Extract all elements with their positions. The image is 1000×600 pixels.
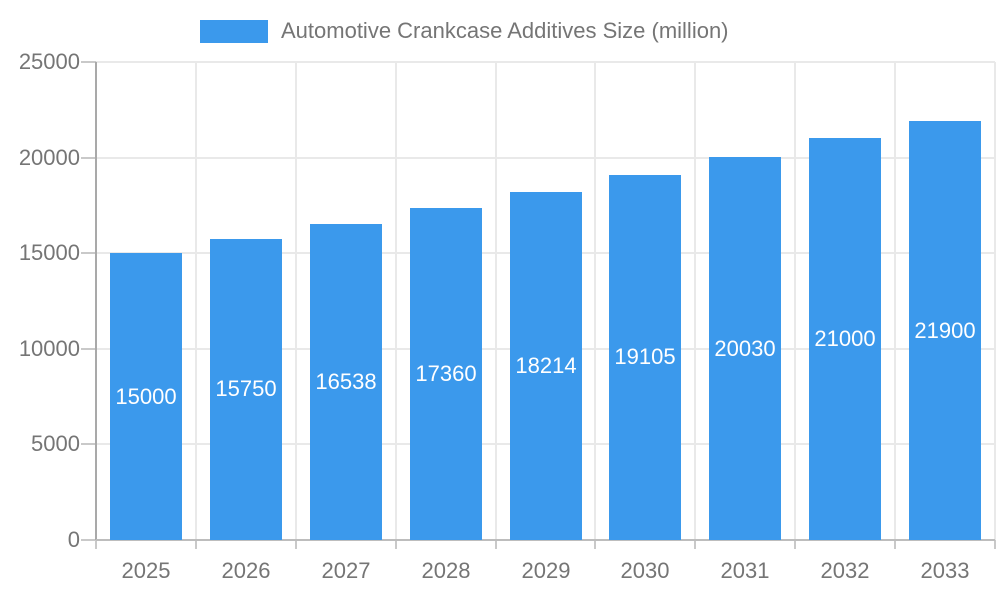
y-axis-label: 15000 xyxy=(18,240,80,266)
bar-2028[interactable] xyxy=(410,208,482,540)
bar-2027[interactable] xyxy=(310,223,382,540)
x-axis-label: 2032 xyxy=(820,558,870,583)
y-axis-label: 0 xyxy=(67,527,80,552)
x-axis-tick xyxy=(294,540,297,549)
h-gridline xyxy=(96,156,995,159)
v-gridline xyxy=(894,62,897,540)
x-axis-tick xyxy=(994,540,996,549)
x-axis-label: 2027 xyxy=(321,558,371,583)
v-gridline xyxy=(594,62,597,540)
x-axis-label: 2030 xyxy=(620,558,670,583)
x-axis-label: 2026 xyxy=(221,558,271,583)
bar-2030[interactable] xyxy=(609,174,681,540)
bar-2032[interactable] xyxy=(809,138,881,540)
legend-swatch xyxy=(200,19,268,43)
v-gridline xyxy=(994,62,996,540)
x-axis-tick xyxy=(694,540,697,549)
y-axis-label: 25000 xyxy=(18,49,80,74)
y-axis-tick xyxy=(81,61,96,63)
bar-2025[interactable] xyxy=(110,253,182,540)
y-axis-tick xyxy=(81,347,96,350)
y-axis-tick xyxy=(81,539,96,541)
x-axis-label: 2025 xyxy=(121,558,171,583)
v-gridline xyxy=(494,62,497,540)
y-axis-label: 20000 xyxy=(18,144,80,170)
h-gridline xyxy=(96,61,995,63)
v-gridline xyxy=(294,62,297,540)
x-axis-label: 2029 xyxy=(521,558,571,583)
x-axis-tick xyxy=(794,540,797,549)
bar-2029[interactable] xyxy=(510,191,582,540)
v-gridline xyxy=(694,62,697,540)
x-axis-label: 2028 xyxy=(421,558,471,583)
x-axis-tick xyxy=(494,540,497,549)
y-axis-label: 5000 xyxy=(31,431,80,457)
bar-2031[interactable] xyxy=(709,157,781,540)
bar-2033[interactable] xyxy=(909,121,981,540)
y-axis-label: 10000 xyxy=(18,335,80,361)
v-gridline xyxy=(394,62,397,540)
x-axis-tick xyxy=(194,540,197,549)
y-axis-tick xyxy=(81,252,96,255)
y-axis-tick xyxy=(81,443,96,446)
v-gridline xyxy=(794,62,797,540)
y-axis-line xyxy=(95,62,97,540)
x-axis-tick xyxy=(95,540,97,549)
v-gridline xyxy=(194,62,197,540)
x-axis-label: 2033 xyxy=(920,558,970,583)
x-axis-tick xyxy=(894,540,897,549)
legend-item[interactable]: Automotive Crankcase Additives Size (mil… xyxy=(200,18,729,44)
legend-label: Automotive Crankcase Additives Size (mil… xyxy=(281,18,729,43)
y-axis-tick xyxy=(81,156,96,159)
x-axis-line xyxy=(96,539,995,541)
x-axis-label: 2031 xyxy=(720,558,770,583)
bar-2026[interactable] xyxy=(210,238,282,540)
x-axis-tick xyxy=(594,540,597,549)
x-axis-tick xyxy=(394,540,397,549)
